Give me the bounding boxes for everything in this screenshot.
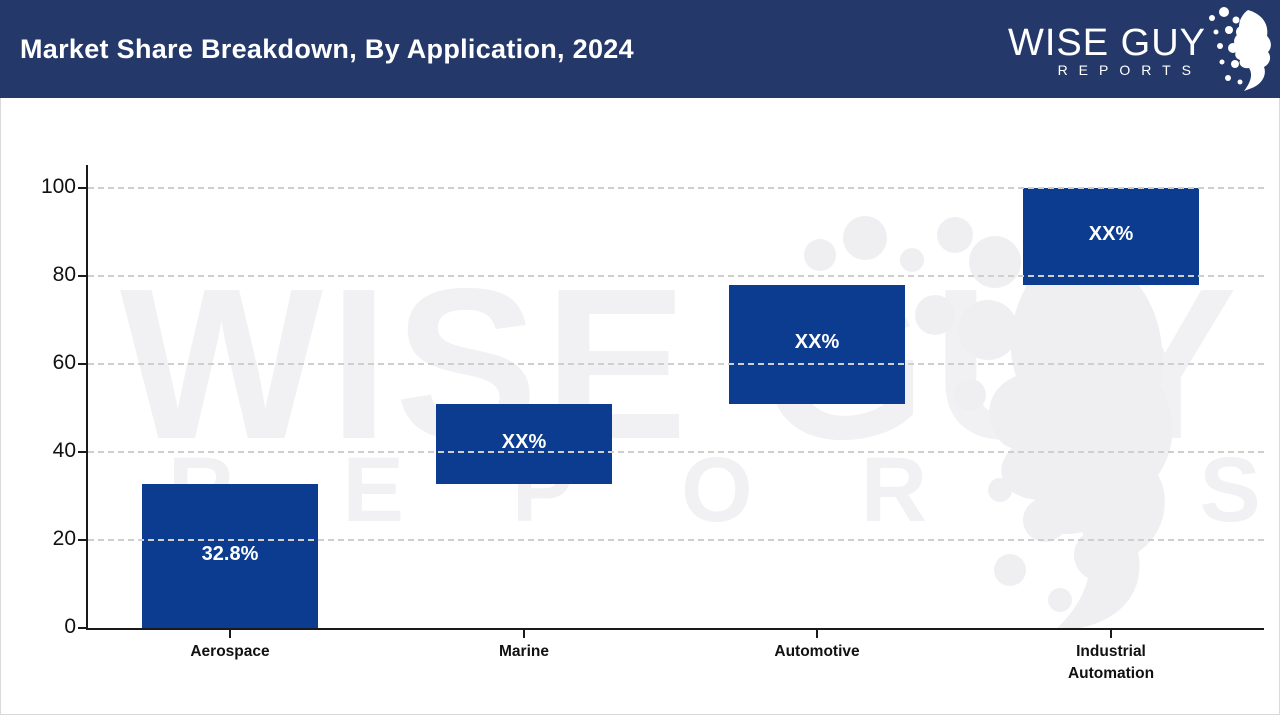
gridline-80 [88, 275, 1264, 277]
x-category-label: Marine [499, 643, 549, 660]
y-tick-label: 0 [64, 615, 76, 638]
y-tick-mark [78, 275, 86, 277]
y-tick-mark [78, 451, 86, 453]
y-tick-label: 100 [40, 175, 76, 198]
bar-automotive [729, 284, 905, 404]
y-tick-mark [78, 539, 86, 541]
bar-value-label: XX% [794, 331, 840, 354]
y-tick-label: 20 [52, 527, 76, 550]
y-tick-mark [78, 627, 86, 629]
gridline-20 [88, 539, 1264, 541]
x-tick-mark [816, 630, 818, 638]
logo-face-icon [1209, 7, 1271, 91]
bar-marine [436, 403, 612, 484]
x-tick-mark [1110, 630, 1112, 638]
chart-title: Market Share Breakdown, By Application, … [20, 34, 634, 64]
y-tick-mark [78, 187, 86, 189]
wise-guy-reports-logo: WISE GUY REPORTS [1008, 0, 1272, 98]
gridline-40 [88, 451, 1264, 453]
y-tick-label: 80 [52, 263, 76, 286]
bar-value-label: XX% [1088, 223, 1134, 246]
x-category-label: Aerospace [190, 643, 270, 660]
header-bar: Market Share Breakdown, By Application, … [0, 0, 1280, 98]
x-tick-mark [229, 630, 231, 638]
y-tick-label: 40 [52, 439, 76, 462]
y-tick-mark [78, 363, 86, 365]
gridline-100 [88, 187, 1264, 189]
x-tick-mark [523, 630, 525, 638]
gridline-60 [88, 363, 1264, 365]
bar-aerospace [142, 483, 318, 628]
bar-value-label: 32.8% [201, 542, 259, 565]
x-category-label: Automotive [774, 643, 860, 660]
x-category-label: Industrial Automation [1067, 643, 1155, 682]
logo-subtext: REPORTS [1057, 62, 1202, 78]
y-tick-label: 60 [52, 351, 76, 374]
bar-value-label: XX% [501, 430, 547, 453]
logo-wordmark: WISE GUY [1007, 22, 1206, 64]
bar-industrial-automation [1023, 188, 1199, 285]
y-axis-spine [86, 165, 88, 630]
x-axis-spine [86, 628, 1264, 630]
